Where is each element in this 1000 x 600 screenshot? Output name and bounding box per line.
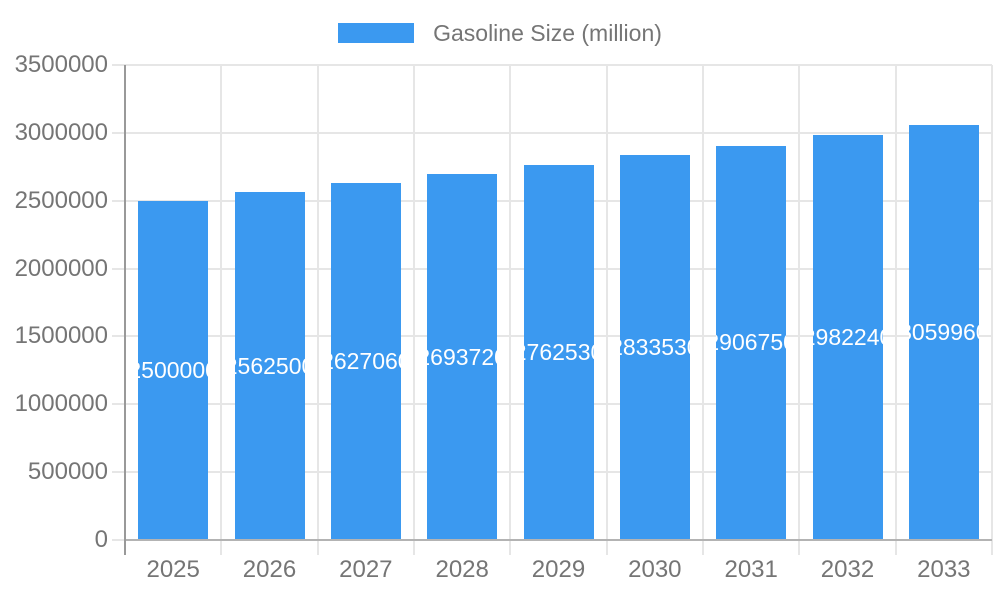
legend[interactable]: Gasoline Size (million)	[0, 18, 1000, 48]
bar-value-label: 2982240	[813, 324, 883, 351]
bar-2026[interactable]: 2562500	[234, 192, 305, 540]
bar-2028[interactable]: 2693720	[427, 174, 498, 540]
v-gridline	[894, 65, 897, 555]
y-tick-mark	[112, 335, 125, 338]
y-tick-mark	[112, 131, 125, 134]
bar-2029[interactable]: 2762530	[523, 165, 594, 540]
v-gridline	[798, 65, 801, 555]
h-gridline	[125, 64, 992, 66]
h-gridline	[125, 131, 992, 134]
x-axis-baseline	[125, 539, 992, 541]
bar-2033[interactable]: 3059960	[908, 124, 979, 540]
y-tick-mark	[112, 64, 125, 66]
y-axis-tick-label: 1000000	[14, 390, 108, 418]
y-tick-mark	[112, 539, 125, 541]
y-axis-line	[124, 65, 126, 555]
bar-2030[interactable]: 2833530	[619, 155, 690, 540]
x-axis-tick-label: 2028	[435, 556, 489, 583]
y-tick-mark	[112, 267, 125, 270]
v-gridline	[605, 65, 608, 555]
x-axis-tick-label: 2027	[339, 556, 393, 583]
v-gridline	[702, 65, 704, 555]
y-axis-tick-label: 3500000	[14, 51, 108, 78]
v-gridline	[220, 65, 223, 555]
v-gridline	[509, 65, 512, 555]
x-axis-tick-label: 2026	[242, 556, 297, 583]
y-axis-tick-label: 1500000	[14, 322, 108, 350]
bar-2032[interactable]: 2982240	[812, 135, 883, 540]
bar-2025[interactable]: 2500000	[138, 200, 209, 540]
bar-value-label: 2562500	[235, 352, 305, 379]
y-tick-mark	[112, 403, 125, 406]
y-tick-mark	[112, 471, 125, 474]
bar-value-label: 2627060	[331, 348, 401, 375]
v-gridline	[413, 65, 415, 555]
y-axis-tick-label: 2000000	[14, 254, 108, 282]
x-axis-tick-label: 2031	[724, 556, 778, 583]
x-axis-tick-label: 2032	[820, 556, 875, 583]
legend-label: Gasoline Size (million)	[433, 20, 662, 46]
bar-2031[interactable]: 2906750	[716, 145, 787, 540]
bar-value-label: 2500000	[138, 356, 208, 383]
bar-2027[interactable]: 2627060	[330, 183, 401, 540]
legend-swatch-icon	[338, 23, 415, 43]
bar-value-label: 3059960	[909, 318, 979, 345]
x-axis-tick-label: 2029	[531, 556, 586, 583]
x-axis-tick-label: 2033	[917, 556, 971, 583]
bar-value-label: 2906750	[716, 329, 786, 356]
y-axis-tick-label: 0	[94, 526, 108, 553]
bar-value-label: 2762530	[524, 339, 594, 366]
y-axis-tick-label: 2500000	[14, 186, 108, 214]
bar-value-label: 2833530	[620, 334, 690, 361]
x-axis-tick-label: 2025	[146, 556, 200, 583]
bar-value-label: 2693720	[427, 343, 497, 370]
y-axis-tick-label: 3000000	[14, 118, 108, 146]
y-tick-mark	[112, 199, 125, 202]
x-axis-tick-label: 2030	[628, 556, 682, 583]
y-axis-tick-label: 500000	[27, 458, 108, 486]
v-gridline	[316, 65, 319, 555]
v-gridline	[991, 65, 993, 555]
